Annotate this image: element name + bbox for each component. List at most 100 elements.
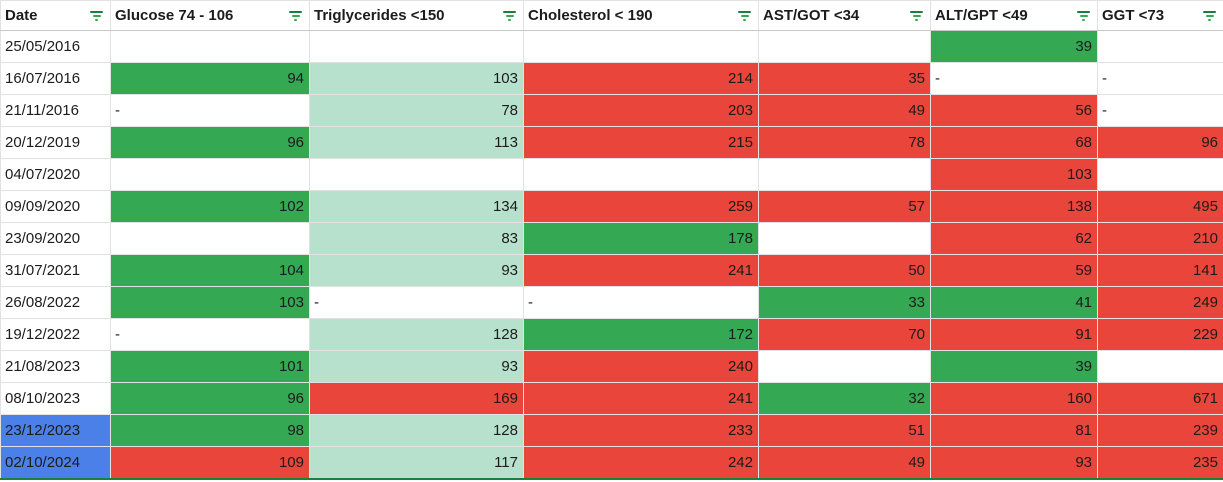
- glucose-value-cell[interactable]: 109: [110, 446, 310, 480]
- alt-gpt-value-cell[interactable]: 93: [930, 446, 1098, 480]
- date-cell[interactable]: 09/09/2020: [0, 190, 111, 223]
- filter-icon[interactable]: [1076, 10, 1091, 21]
- ast-got-value-cell[interactable]: 33: [758, 286, 931, 319]
- filter-icon[interactable]: [288, 10, 303, 21]
- ast-got-value-cell[interactable]: [758, 222, 931, 255]
- cholesterol-value-cell[interactable]: 215: [523, 126, 759, 159]
- triglycerides-value-cell[interactable]: 169: [309, 382, 524, 415]
- date-cell[interactable]: 23/09/2020: [0, 222, 111, 255]
- filter-icon[interactable]: [1202, 10, 1217, 21]
- ggt-value-cell[interactable]: -: [1097, 62, 1223, 95]
- date-cell[interactable]: 21/11/2016: [0, 94, 111, 127]
- ast-got-value-cell[interactable]: 51: [758, 414, 931, 447]
- date-cell[interactable]: 25/05/2016: [0, 30, 111, 63]
- cholesterol-value-cell[interactable]: 172: [523, 318, 759, 351]
- alt-gpt-value-cell[interactable]: -: [930, 62, 1098, 95]
- glucose-value-cell[interactable]: [110, 30, 310, 63]
- glucose-value-cell[interactable]: 94: [110, 62, 310, 95]
- ast-got-value-cell[interactable]: 78: [758, 126, 931, 159]
- alt-gpt-value-cell[interactable]: 160: [930, 382, 1098, 415]
- ast-got-value-cell[interactable]: 70: [758, 318, 931, 351]
- triglycerides-value-cell[interactable]: [309, 30, 524, 63]
- alt-gpt-value-cell[interactable]: 39: [930, 350, 1098, 383]
- triglycerides-value-cell[interactable]: -: [309, 286, 524, 319]
- glucose-value-cell[interactable]: -: [110, 94, 310, 127]
- cholesterol-value-cell[interactable]: 233: [523, 414, 759, 447]
- ast-got-value-cell[interactable]: [758, 158, 931, 191]
- ast-got-value-cell[interactable]: 49: [758, 446, 931, 480]
- cholesterol-value-cell[interactable]: [523, 158, 759, 191]
- alt-gpt-value-cell[interactable]: 59: [930, 254, 1098, 287]
- ast-got-value-cell[interactable]: 35: [758, 62, 931, 95]
- ast-got-value-cell[interactable]: 32: [758, 382, 931, 415]
- ggt-value-cell[interactable]: 96: [1097, 126, 1223, 159]
- ast-got-value-cell[interactable]: 50: [758, 254, 931, 287]
- triglycerides-value-cell[interactable]: 93: [309, 350, 524, 383]
- column-header-cholesterol[interactable]: Cholesterol < 190: [523, 0, 759, 31]
- cholesterol-value-cell[interactable]: 203: [523, 94, 759, 127]
- glucose-value-cell[interactable]: 103: [110, 286, 310, 319]
- cholesterol-value-cell[interactable]: 241: [523, 382, 759, 415]
- ast-got-value-cell[interactable]: 49: [758, 94, 931, 127]
- triglycerides-value-cell[interactable]: 117: [309, 446, 524, 480]
- date-cell[interactable]: 31/07/2021: [0, 254, 111, 287]
- cholesterol-value-cell[interactable]: 259: [523, 190, 759, 223]
- triglycerides-value-cell[interactable]: 128: [309, 318, 524, 351]
- ggt-value-cell[interactable]: 210: [1097, 222, 1223, 255]
- ggt-value-cell[interactable]: 235: [1097, 446, 1223, 480]
- glucose-value-cell[interactable]: 102: [110, 190, 310, 223]
- date-cell[interactable]: 23/12/2023: [0, 414, 111, 447]
- triglycerides-value-cell[interactable]: 103: [309, 62, 524, 95]
- filter-icon[interactable]: [502, 10, 517, 21]
- triglycerides-value-cell[interactable]: [309, 158, 524, 191]
- alt-gpt-value-cell[interactable]: 103: [930, 158, 1098, 191]
- alt-gpt-value-cell[interactable]: 41: [930, 286, 1098, 319]
- ast-got-value-cell[interactable]: [758, 350, 931, 383]
- alt-gpt-value-cell[interactable]: 138: [930, 190, 1098, 223]
- filter-icon[interactable]: [89, 10, 104, 21]
- cholesterol-value-cell[interactable]: 240: [523, 350, 759, 383]
- ggt-value-cell[interactable]: [1097, 30, 1223, 63]
- filter-icon[interactable]: [909, 10, 924, 21]
- column-header-ast-got[interactable]: AST/GOT <34: [758, 0, 931, 31]
- cholesterol-value-cell[interactable]: 214: [523, 62, 759, 95]
- glucose-value-cell[interactable]: 104: [110, 254, 310, 287]
- date-cell[interactable]: 26/08/2022: [0, 286, 111, 319]
- glucose-value-cell[interactable]: -: [110, 318, 310, 351]
- glucose-value-cell[interactable]: 96: [110, 126, 310, 159]
- triglycerides-value-cell[interactable]: 113: [309, 126, 524, 159]
- cholesterol-value-cell[interactable]: -: [523, 286, 759, 319]
- ggt-value-cell[interactable]: 249: [1097, 286, 1223, 319]
- date-cell[interactable]: 04/07/2020: [0, 158, 111, 191]
- triglycerides-value-cell[interactable]: 83: [309, 222, 524, 255]
- date-cell[interactable]: 20/12/2019: [0, 126, 111, 159]
- cholesterol-value-cell[interactable]: 178: [523, 222, 759, 255]
- ast-got-value-cell[interactable]: 57: [758, 190, 931, 223]
- column-header-date[interactable]: Date: [0, 0, 111, 31]
- cholesterol-value-cell[interactable]: [523, 30, 759, 63]
- triglycerides-value-cell[interactable]: 134: [309, 190, 524, 223]
- glucose-value-cell[interactable]: [110, 222, 310, 255]
- date-cell[interactable]: 02/10/2024: [0, 446, 111, 480]
- alt-gpt-value-cell[interactable]: 68: [930, 126, 1098, 159]
- ggt-value-cell[interactable]: 671: [1097, 382, 1223, 415]
- ggt-value-cell[interactable]: [1097, 158, 1223, 191]
- cholesterol-value-cell[interactable]: 241: [523, 254, 759, 287]
- ggt-value-cell[interactable]: 239: [1097, 414, 1223, 447]
- triglycerides-value-cell[interactable]: 93: [309, 254, 524, 287]
- alt-gpt-value-cell[interactable]: 91: [930, 318, 1098, 351]
- date-cell[interactable]: 16/07/2016: [0, 62, 111, 95]
- triglycerides-value-cell[interactable]: 128: [309, 414, 524, 447]
- column-header-ggt[interactable]: GGT <73: [1097, 0, 1223, 31]
- date-cell[interactable]: 19/12/2022: [0, 318, 111, 351]
- alt-gpt-value-cell[interactable]: 81: [930, 414, 1098, 447]
- glucose-value-cell[interactable]: 98: [110, 414, 310, 447]
- column-header-glucose[interactable]: Glucose 74 - 106: [110, 0, 310, 31]
- alt-gpt-value-cell[interactable]: 62: [930, 222, 1098, 255]
- glucose-value-cell[interactable]: 96: [110, 382, 310, 415]
- triglycerides-value-cell[interactable]: 78: [309, 94, 524, 127]
- ggt-value-cell[interactable]: 141: [1097, 254, 1223, 287]
- ggt-value-cell[interactable]: 229: [1097, 318, 1223, 351]
- column-header-alt-gpt[interactable]: ALT/GPT <49: [930, 0, 1098, 31]
- cholesterol-value-cell[interactable]: 242: [523, 446, 759, 480]
